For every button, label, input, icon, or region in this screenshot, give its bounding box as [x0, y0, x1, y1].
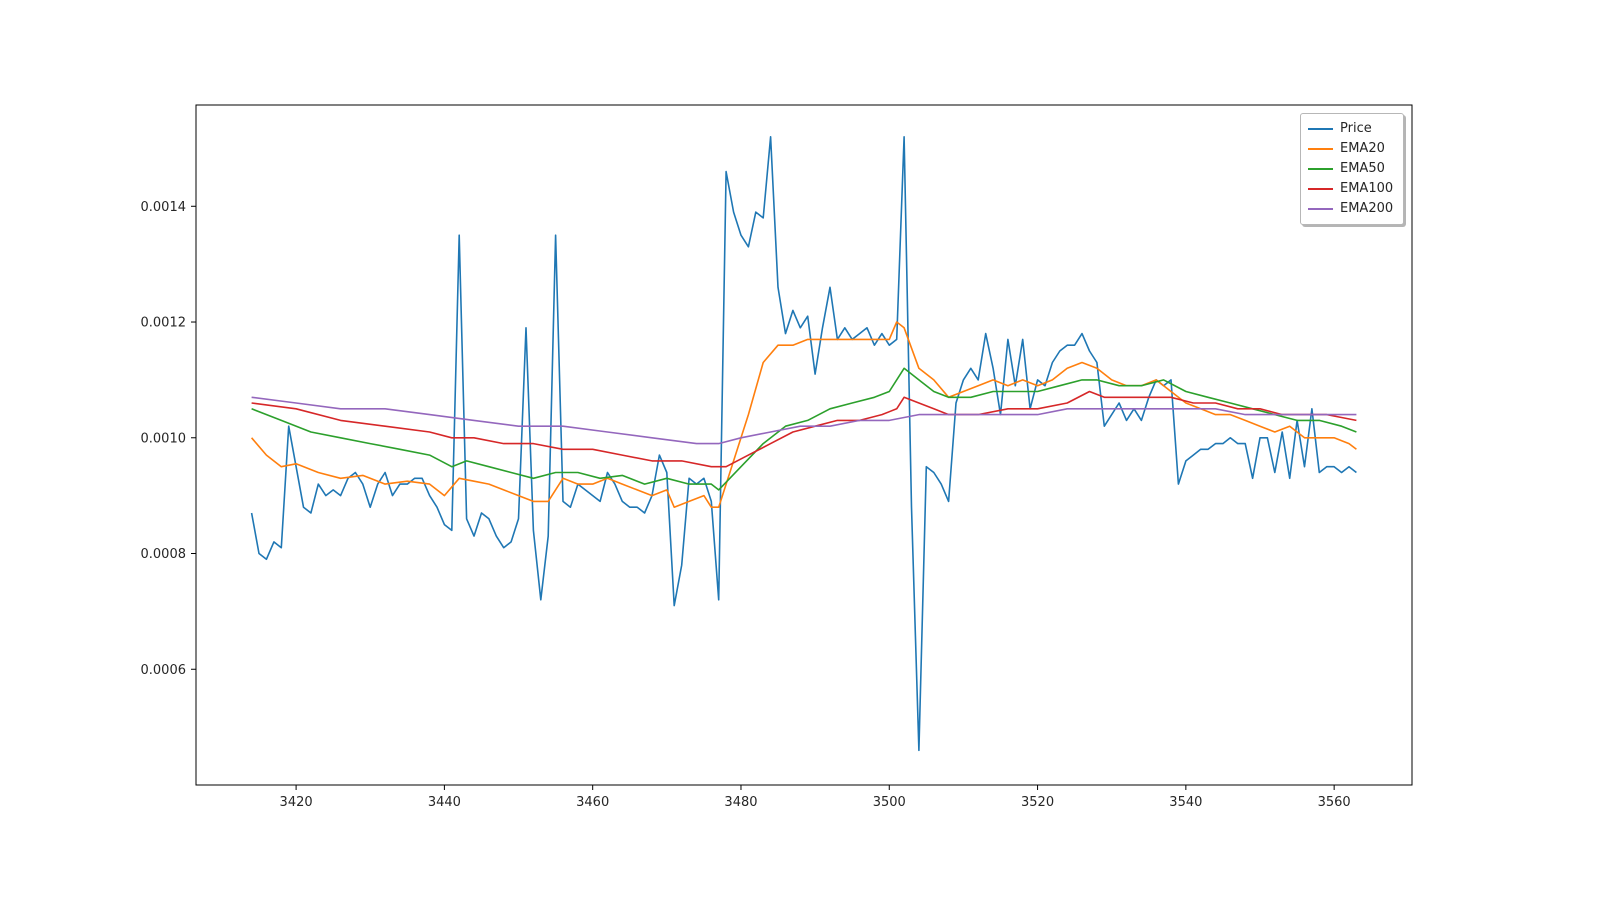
legend-label-ema200: EMA200 — [1340, 201, 1394, 216]
legend-swatch-ema200 — [1308, 208, 1333, 210]
x-tick-label: 3460 — [576, 795, 609, 810]
x-tick-label: 3540 — [1169, 795, 1202, 810]
y-tick-label: 0.0008 — [141, 547, 187, 562]
legend-item-ema100: EMA100 — [1308, 179, 1395, 199]
series-line-ema200 — [251, 396, 1357, 445]
legend-item-ema20: EMA20 — [1308, 139, 1395, 159]
legend-swatch-price — [1308, 128, 1333, 130]
legend-item-price: Price — [1308, 119, 1395, 139]
legend-item-ema200: EMA200 — [1308, 199, 1395, 219]
legend-label-ema100: EMA100 — [1340, 181, 1394, 196]
legend-swatch-ema50 — [1308, 168, 1333, 170]
chart-legend: Price EMA20 EMA50 EMA100 EMA200 — [1300, 113, 1404, 225]
legend-swatch-ema100 — [1308, 188, 1333, 190]
legend-item-ema50: EMA50 — [1308, 159, 1395, 179]
x-tick-label: 3560 — [1318, 795, 1351, 810]
y-tick-label: 0.0012 — [141, 316, 187, 331]
axes-box — [195, 104, 1413, 786]
series-line-ema50 — [251, 367, 1357, 491]
x-tick-label: 3500 — [873, 795, 906, 810]
y-tick-label: 0.0006 — [141, 663, 187, 678]
legend-label-ema20: EMA20 — [1340, 141, 1385, 156]
y-tick-label: 0.0014 — [141, 200, 187, 215]
legend-swatch-ema20 — [1308, 148, 1333, 150]
x-tick-label: 3420 — [280, 795, 313, 810]
x-tick-label: 3480 — [724, 795, 757, 810]
y-tick-label: 0.0010 — [141, 431, 187, 446]
x-tick-label: 3520 — [1021, 795, 1054, 810]
x-tick-label: 3440 — [428, 795, 461, 810]
series-line-ema100 — [251, 390, 1357, 468]
legend-label-ema50: EMA50 — [1340, 161, 1385, 176]
legend-label-price: Price — [1340, 121, 1372, 136]
